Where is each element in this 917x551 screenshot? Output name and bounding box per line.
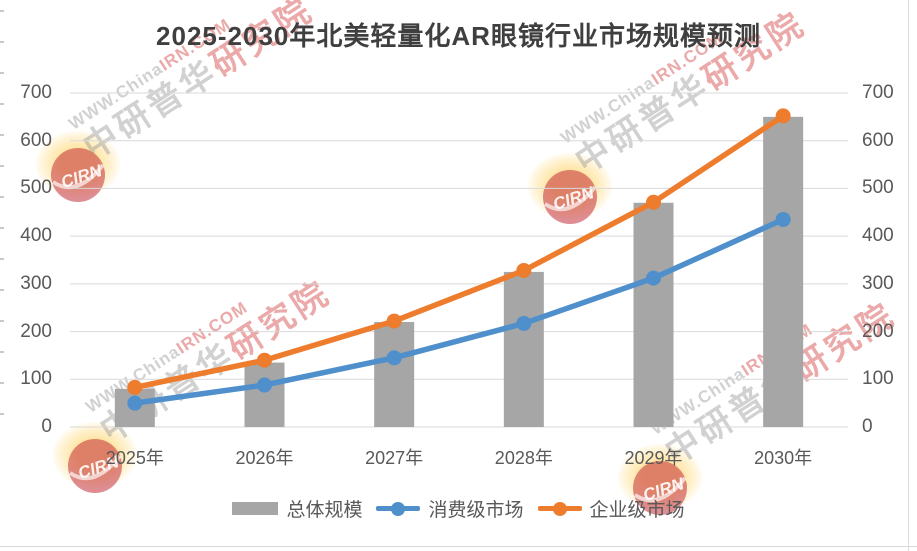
legend-dot-icon bbox=[391, 501, 406, 516]
data-point bbox=[386, 350, 402, 366]
data-point bbox=[127, 395, 143, 411]
y-tick-label: 400 bbox=[20, 225, 52, 247]
line-series bbox=[132, 216, 786, 406]
bar-2028年 bbox=[503, 271, 544, 427]
sheet-edge-hline bbox=[0, 546, 917, 547]
legend-item-total: 总体规模 bbox=[232, 495, 362, 522]
x-tick-label: 2026年 bbox=[235, 448, 294, 468]
y-tick-label: 500 bbox=[20, 177, 52, 199]
bar-2026年 bbox=[244, 362, 285, 427]
y-tick-label: 300 bbox=[20, 272, 52, 294]
legend: 总体规模 消费级市场 企业级市场 bbox=[0, 495, 917, 522]
y-axis-right: 0 100 200 300 400 500 600 700 bbox=[862, 0, 917, 551]
y-tick-label: 700 bbox=[862, 82, 894, 103]
y-tick-label: 600 bbox=[20, 129, 52, 151]
data-point bbox=[257, 377, 272, 393]
bar-2029年 bbox=[633, 202, 674, 427]
data-point bbox=[127, 379, 143, 395]
x-tick-label: 2027年 bbox=[365, 448, 424, 468]
legend-dot-icon bbox=[552, 501, 567, 516]
data-point bbox=[386, 313, 402, 329]
sheet-edge-ticks bbox=[0, 10, 4, 440]
line-series bbox=[132, 113, 786, 391]
legend-label-total: 总体规模 bbox=[286, 500, 363, 521]
legend-line-marker-consumer bbox=[376, 501, 421, 516]
bar-2030年 bbox=[763, 116, 804, 427]
y-tick-label: 200 bbox=[20, 320, 52, 342]
data-point bbox=[775, 211, 791, 227]
legend-bar-swatch bbox=[232, 502, 279, 515]
y-tick-label: 0 bbox=[41, 416, 52, 437]
y-tick-label: 0 bbox=[862, 416, 873, 437]
y-tick-label: 700 bbox=[20, 82, 52, 103]
y-tick-label: 300 bbox=[862, 272, 894, 294]
y-tick-label: 200 bbox=[862, 320, 894, 342]
data-point bbox=[775, 108, 791, 124]
data-point bbox=[646, 270, 661, 286]
x-tick-label: 2025年 bbox=[105, 448, 164, 468]
y-tick-label: 400 bbox=[862, 225, 894, 247]
data-point bbox=[257, 352, 272, 368]
legend-item-enterprise: 企业级市场 bbox=[537, 495, 685, 522]
y-tick-label: 100 bbox=[862, 368, 894, 390]
data-point bbox=[516, 315, 532, 331]
legend-line-marker-enterprise bbox=[537, 501, 582, 516]
cirn-badge-icon: CIRN bbox=[53, 422, 137, 496]
x-tick-label: 2030年 bbox=[754, 448, 813, 468]
y-tick-label: 600 bbox=[862, 129, 894, 151]
data-point bbox=[646, 194, 661, 210]
data-point bbox=[516, 262, 532, 278]
chart-title: 2025-2030年北美轻量化AR眼镜行业市场规模预测 bbox=[156, 21, 761, 51]
legend-item-consumer: 消费级市场 bbox=[376, 495, 524, 522]
x-tick-label: 2029年 bbox=[624, 448, 683, 468]
legend-label-consumer: 消费级市场 bbox=[428, 500, 524, 521]
x-tick-label: 2028年 bbox=[494, 448, 553, 468]
bar-2027年 bbox=[374, 322, 415, 427]
cirn-badge-icon: CIRN bbox=[618, 444, 702, 518]
sheet-edge-vline bbox=[908, 0, 909, 551]
y-tick-label: 100 bbox=[20, 368, 52, 390]
y-tick-label: 500 bbox=[862, 177, 894, 199]
y-axis-left: 0 100 200 300 400 500 600 700 bbox=[0, 0, 52, 551]
legend-label-enterprise: 企业级市场 bbox=[589, 500, 685, 521]
